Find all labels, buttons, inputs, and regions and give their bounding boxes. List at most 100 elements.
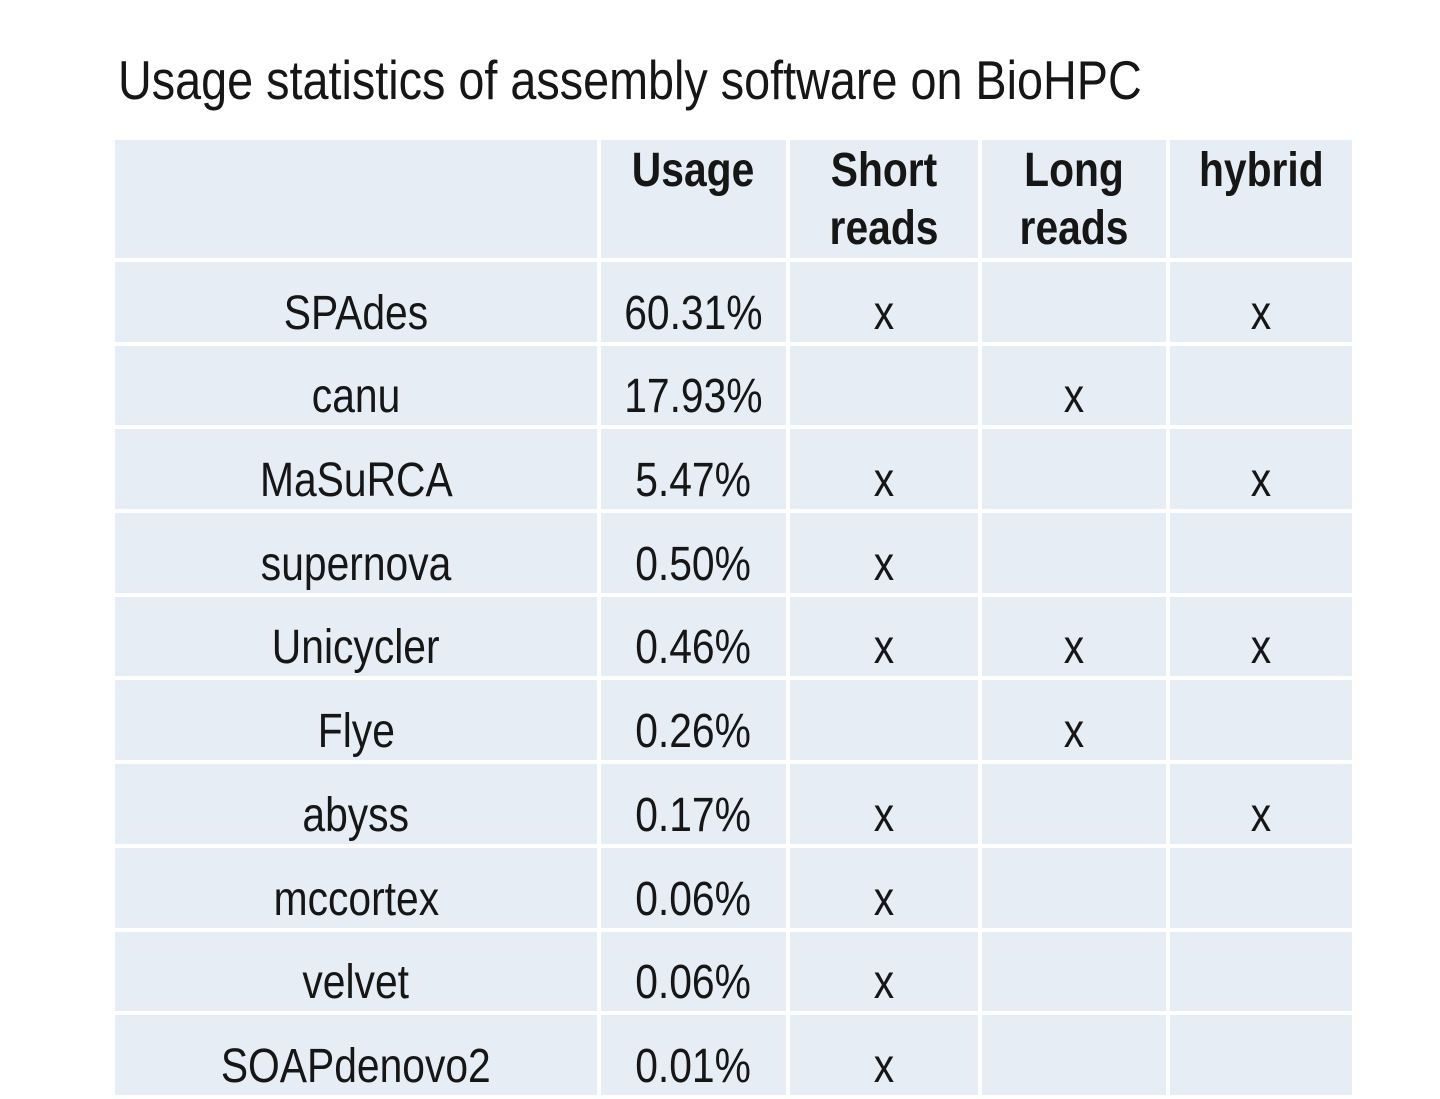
table-row: canu 17.93% x xyxy=(111,341,1356,430)
short-reads-cell: x xyxy=(786,927,982,1016)
usage-value: 17.93% xyxy=(624,370,763,424)
software-name: mccortex xyxy=(273,872,439,926)
usage-cell: 0.26% xyxy=(597,676,790,765)
usage-value: 0.06% xyxy=(635,872,752,926)
header-hybrid: hybrid xyxy=(1166,136,1356,262)
software-name: canu xyxy=(311,370,401,424)
usage-value: 60.31% xyxy=(624,286,763,340)
hybrid-mark: x xyxy=(1250,788,1272,842)
hybrid-cell xyxy=(1166,676,1356,765)
long-reads-cell: x xyxy=(978,592,1170,681)
usage-cell: 17.93% xyxy=(597,341,790,430)
usage-value: 0.06% xyxy=(635,956,752,1010)
slide-title: Usage statistics of assembly software on… xyxy=(118,49,1142,111)
short-reads-cell: x xyxy=(786,509,982,597)
table-row: mccortex 0.06% x xyxy=(111,843,1356,932)
long-reads-mark: x xyxy=(1063,621,1085,675)
header-long-reads: Long reads xyxy=(978,136,1170,262)
short-reads-mark: x xyxy=(873,956,895,1010)
software-name-cell: supernova xyxy=(111,509,601,597)
long-reads-cell xyxy=(978,760,1170,848)
usage-cell: 0.50% xyxy=(597,509,790,597)
table-row: abyss 0.17% x x xyxy=(111,760,1356,848)
table-row: SOAPdenovo2 0.01% x xyxy=(111,1011,1356,1099)
hybrid-cell xyxy=(1166,843,1356,932)
short-reads-cell: x xyxy=(786,592,982,681)
hybrid-cell: x xyxy=(1166,760,1356,848)
long-reads-cell xyxy=(978,509,1170,597)
software-name: Unicycler xyxy=(272,621,440,675)
usage-cell: 0.01% xyxy=(597,1011,790,1099)
long-reads-cell: x xyxy=(978,676,1170,765)
short-reads-mark: x xyxy=(873,788,895,842)
short-reads-mark: x xyxy=(873,454,895,508)
short-reads-mark: x xyxy=(873,537,895,591)
hybrid-cell xyxy=(1166,1011,1356,1099)
usage-value: 0.46% xyxy=(635,621,752,675)
usage-cell: 5.47% xyxy=(597,425,790,514)
table-row: velvet 0.06% x xyxy=(111,927,1356,1016)
table-row: Flye 0.26% x xyxy=(111,676,1356,765)
short-reads-cell: x xyxy=(786,843,982,932)
table-row: MaSuRCA 5.47% x x xyxy=(111,425,1356,514)
usage-cell: 60.31% xyxy=(597,258,790,346)
long-reads-cell xyxy=(978,1011,1170,1099)
software-name: abyss xyxy=(302,788,410,842)
short-reads-cell: x xyxy=(786,760,982,848)
header-long-reads-label: Long reads xyxy=(1019,144,1129,255)
software-name: SPAdes xyxy=(283,286,429,340)
software-name-cell: SOAPdenovo2 xyxy=(111,1011,601,1099)
long-reads-mark: x xyxy=(1063,370,1085,424)
short-reads-cell: x xyxy=(786,1011,982,1099)
usage-cell: 0.06% xyxy=(597,843,790,932)
hybrid-cell xyxy=(1166,341,1356,430)
header-usage: Usage xyxy=(597,136,790,262)
software-name-cell: canu xyxy=(111,341,601,430)
usage-cell: 0.06% xyxy=(597,927,790,1016)
usage-value: 0.17% xyxy=(635,788,752,842)
usage-value: 5.47% xyxy=(635,454,752,508)
software-name-cell: mccortex xyxy=(111,843,601,932)
hybrid-mark: x xyxy=(1250,621,1272,675)
hybrid-mark: x xyxy=(1250,286,1272,340)
long-reads-cell xyxy=(978,258,1170,346)
software-name-cell: Flye xyxy=(111,676,601,765)
software-name-cell: MaSuRCA xyxy=(111,425,601,514)
hybrid-cell: x xyxy=(1166,592,1356,681)
hybrid-cell: x xyxy=(1166,258,1356,346)
short-reads-cell xyxy=(786,341,982,430)
header-usage-label: Usage xyxy=(632,144,755,197)
usage-table: Usage Short reads Long reads hybrid SPAd… xyxy=(111,136,1356,1099)
software-name: SOAPdenovo2 xyxy=(221,1039,491,1093)
long-reads-mark: x xyxy=(1063,705,1085,759)
software-name-cell: abyss xyxy=(111,760,601,848)
usage-cell: 0.17% xyxy=(597,760,790,848)
short-reads-cell: x xyxy=(786,425,982,514)
usage-cell: 0.46% xyxy=(597,592,790,681)
short-reads-mark: x xyxy=(873,621,895,675)
long-reads-cell xyxy=(978,843,1170,932)
software-name: velvet xyxy=(302,956,410,1010)
header-software xyxy=(111,136,601,262)
hybrid-cell xyxy=(1166,927,1356,1016)
usage-value: 0.50% xyxy=(635,537,752,591)
short-reads-cell: x xyxy=(786,258,982,346)
software-name: Flye xyxy=(317,705,395,759)
table-row: SPAdes 60.31% x x xyxy=(111,258,1356,346)
usage-value: 0.01% xyxy=(635,1039,752,1093)
short-reads-mark: x xyxy=(873,872,895,926)
usage-value: 0.26% xyxy=(635,705,752,759)
hybrid-cell: x xyxy=(1166,425,1356,514)
short-reads-cell xyxy=(786,676,982,765)
table-row: supernova 0.50% x xyxy=(111,509,1356,597)
table-row: Unicycler 0.46% x x x xyxy=(111,592,1356,681)
long-reads-cell xyxy=(978,927,1170,1016)
header-hybrid-label: hybrid xyxy=(1198,144,1324,197)
short-reads-mark: x xyxy=(873,1039,895,1093)
long-reads-cell xyxy=(978,425,1170,514)
long-reads-cell: x xyxy=(978,341,1170,430)
header-row: Usage Short reads Long reads hybrid xyxy=(111,136,1356,262)
header-short-reads: Short reads xyxy=(786,136,982,262)
software-name: supernova xyxy=(260,537,452,591)
